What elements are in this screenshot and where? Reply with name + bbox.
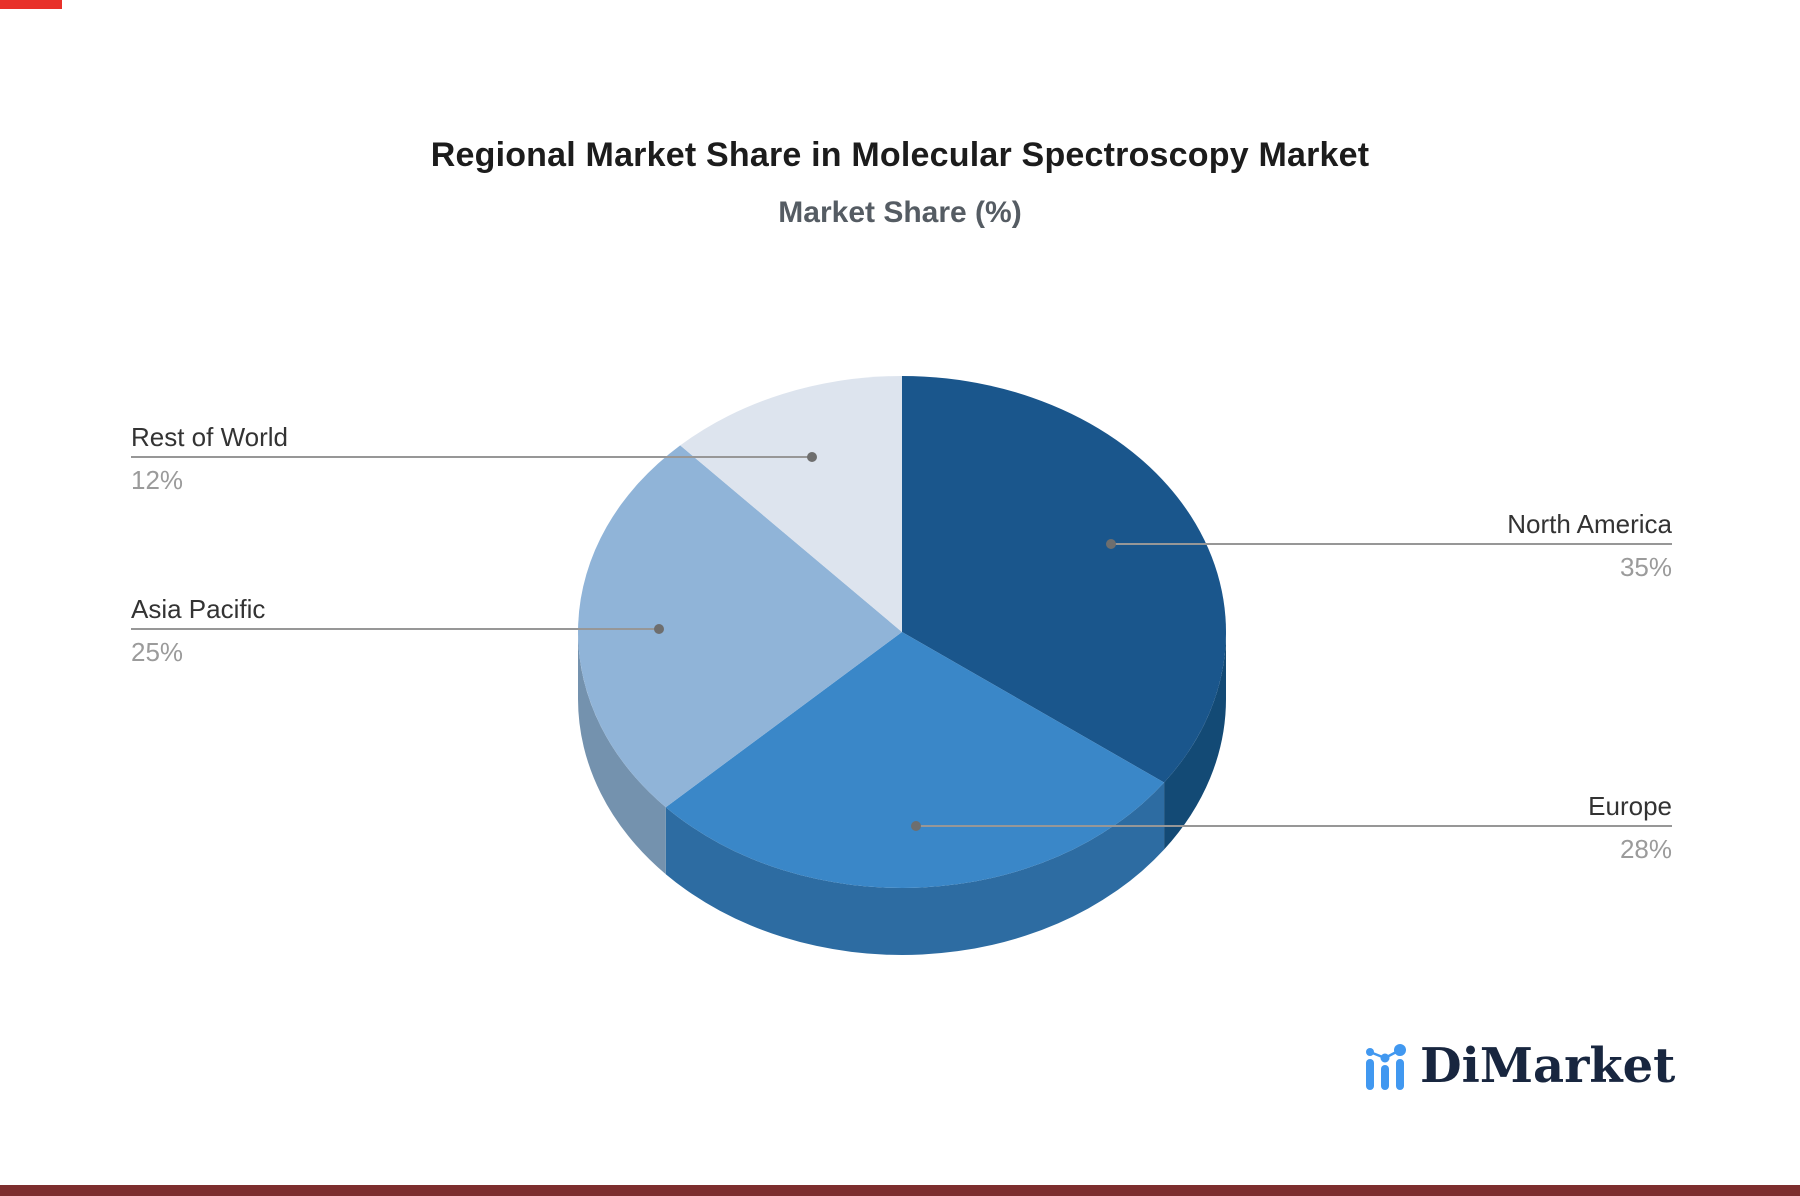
- slice-value-north-america: 35%: [1619, 552, 1672, 582]
- callout-rest-of-world: Rest of World 12%: [131, 421, 817, 496]
- pie-slice-north-america[interactable]: [902, 376, 1227, 783]
- callout-line: [131, 624, 664, 634]
- bottom-border-bar: [0, 1185, 1800, 1196]
- logo-text: DiMarket: [1420, 1038, 1676, 1094]
- callout-north-america: North America 35%: [1106, 508, 1672, 583]
- callout-asia-pacific: Asia Pacific 25%: [131, 593, 664, 668]
- callout-europe: Europe 28%: [911, 790, 1672, 865]
- pie-slice-rest-of-world[interactable]: [680, 376, 902, 632]
- bar-chart-trend-icon: [1366, 1044, 1406, 1090]
- pie-slice-side-asia-pacific: [578, 632, 666, 875]
- slice-value-rest-of-world: 12%: [131, 465, 184, 495]
- chart-subtitle: Market Share (%): [778, 196, 1022, 229]
- slice-value-europe: 28%: [1619, 834, 1672, 864]
- callout-line: [911, 821, 1672, 831]
- callout-line: [1106, 539, 1672, 549]
- pie-slice-europe[interactable]: [665, 632, 1165, 888]
- slice-label-rest-of-world: Rest of World: [131, 422, 289, 452]
- slice-label-north-america: North America: [1507, 509, 1672, 539]
- pie-slice-side-europe: [665, 782, 1165, 955]
- pie-slice-side-north-america: [1164, 632, 1226, 850]
- slice-label-europe: Europe: [1588, 791, 1672, 821]
- dimarket-logo: DiMarket: [1364, 1036, 1675, 1092]
- callout-dot: [911, 821, 921, 831]
- callout-dot: [1106, 539, 1116, 549]
- callout-dot: [807, 452, 817, 462]
- pie-slice-asia-pacific[interactable]: [578, 445, 902, 808]
- slice-value-asia-pacific: 25%: [131, 637, 184, 667]
- chart-title: Regional Market Share in Molecular Spect…: [430, 136, 1370, 174]
- callout-dot: [654, 624, 664, 634]
- top-left-accent-strip: [0, 0, 62, 9]
- callout-line: [131, 452, 817, 462]
- slice-label-asia-pacific: Asia Pacific: [131, 594, 266, 624]
